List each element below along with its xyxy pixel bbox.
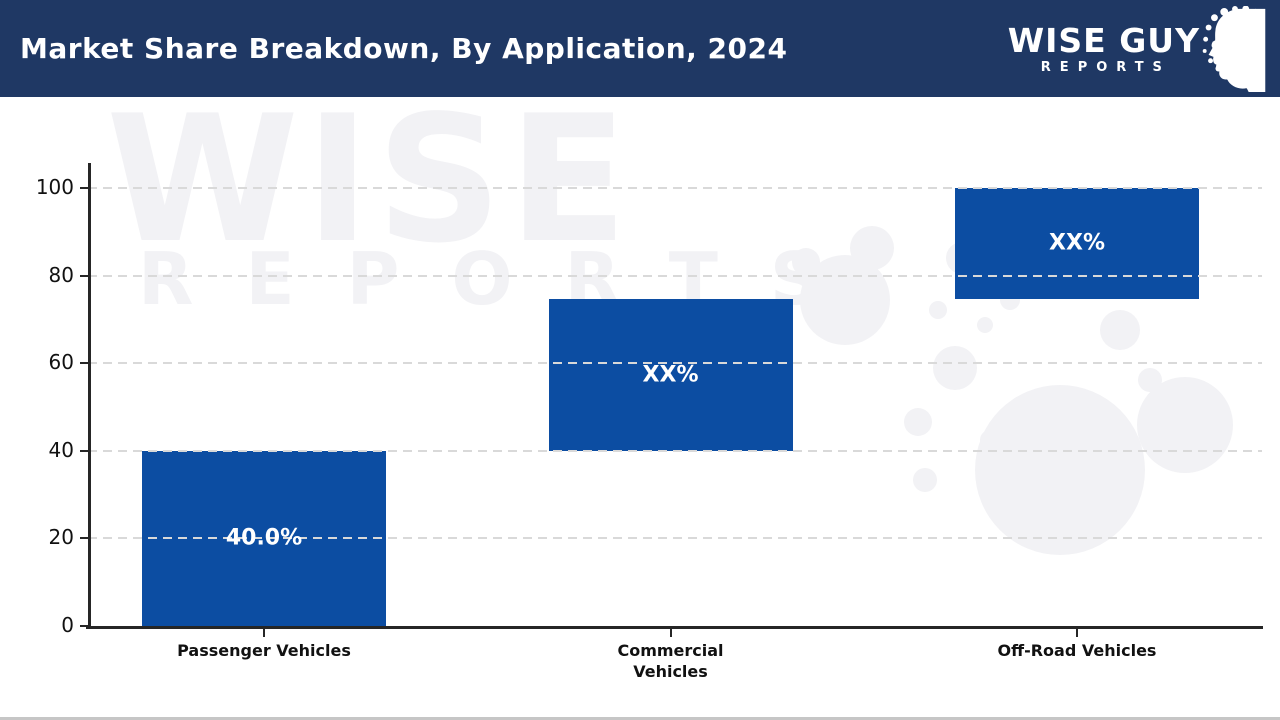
x-tick-1	[669, 628, 672, 637]
x-tick-0	[263, 628, 265, 637]
y-tick-label-0: 0	[61, 612, 74, 637]
x-tick-label-line: Commercial	[617, 641, 724, 660]
gridline-100	[88, 187, 1262, 189]
gridline-60	[88, 362, 1262, 364]
watermark-wise-text: WISE	[106, 79, 634, 282]
bar-value-label-1: XX%	[642, 362, 699, 388]
y-axis	[88, 163, 91, 629]
gridline-80	[88, 274, 1262, 277]
logo-dots	[1202, 6, 1259, 89]
logo-wordmark: WISE GUY	[1007, 20, 1200, 60]
y-tick-label-80: 80	[48, 262, 74, 287]
x-tick-label-1: Commercial Vehicles	[541, 640, 801, 682]
x-tick-label-line: Off-Road Vehicles	[997, 641, 1157, 660]
watermark-face-dots	[792, 226, 1233, 555]
page-title: Market Share Breakdown, By Application, …	[20, 32, 788, 65]
header-bar: Market Share Breakdown, By Application, …	[0, 0, 1280, 97]
y-tick-40	[80, 449, 88, 452]
logo-subtext: REPORTS	[1040, 59, 1171, 75]
x-tick-2	[1076, 628, 1078, 637]
y-tick-0	[80, 624, 88, 627]
bar-1	[548, 298, 793, 451]
y-tick-80	[80, 274, 88, 277]
logo-face-icon	[1202, 6, 1266, 92]
y-tick-60	[80, 362, 88, 364]
logo-text: WISE GUY REPORTS	[1007, 20, 1200, 75]
y-tick-100	[80, 187, 88, 189]
bar-value-label-2: XX%	[1049, 230, 1105, 256]
x-tick-label-line: Passenger Vehicles	[177, 641, 351, 660]
bar-value-label-0: 40.0%	[225, 525, 303, 551]
bottom-border	[0, 717, 1280, 720]
y-tick-label-100: 100	[35, 175, 74, 199]
wise-guy-logo: WISE GUY REPORTS	[1008, 6, 1266, 92]
x-tick-label-line: Vehicles	[633, 662, 708, 681]
gridline-40	[88, 449, 1262, 452]
chart-area: WISE REPORTS 40.0% XX% XX% 0 20 40 60 80 100 Pass…	[0, 79, 1280, 715]
gridline-20	[88, 537, 1262, 539]
x-tick-label-0: Passenger Vehicles	[134, 640, 394, 661]
x-tick-label-2: Off-Road Vehicles	[947, 640, 1207, 661]
y-tick-label-20: 20	[48, 525, 74, 549]
y-tick-20	[80, 537, 88, 539]
y-tick-label-60: 60	[48, 350, 74, 374]
x-axis	[86, 626, 1263, 629]
y-tick-label-40: 40	[48, 437, 74, 462]
bar-2	[955, 188, 1199, 299]
